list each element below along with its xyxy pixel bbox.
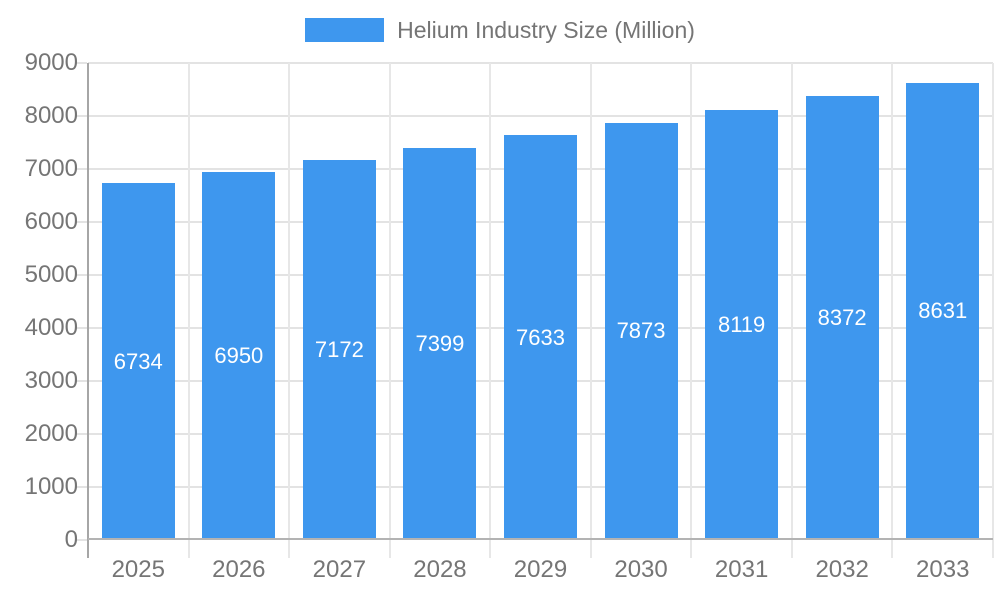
x-axis-labels: 2025 2026 2027 2028 2029 2030 2031 2032 2033 bbox=[88, 556, 993, 586]
bar-value-label: 8631 bbox=[918, 298, 968, 324]
gridline-vertical bbox=[690, 63, 693, 558]
x-tick-label: 2031 bbox=[714, 556, 769, 583]
x-tick-label: 2028 bbox=[413, 556, 467, 583]
x-axis-baseline bbox=[88, 538, 993, 540]
y-axis-tick bbox=[77, 221, 87, 223]
y-tick-label: 4000 bbox=[24, 314, 78, 341]
gridline-vertical bbox=[187, 63, 190, 558]
gridline-horizontal bbox=[88, 115, 993, 117]
y-axis-tick bbox=[77, 486, 87, 488]
bar-value-label: 8372 bbox=[817, 305, 867, 331]
x-tick-label: 2030 bbox=[614, 556, 668, 583]
plot-area: 6734 6950 7172 7399 7633 7873 8119 8372 8631 bbox=[77, 62, 994, 558]
y-axis-tick bbox=[77, 539, 87, 541]
y-tick-label: 8000 bbox=[24, 102, 78, 129]
y-tick-label: 7000 bbox=[24, 155, 78, 182]
y-axis-tick bbox=[77, 115, 87, 117]
gridline-vertical bbox=[489, 63, 492, 558]
bar-value-label: 6734 bbox=[113, 348, 163, 374]
y-axis-tick bbox=[77, 274, 87, 276]
bar-value-label: 6950 bbox=[214, 342, 264, 368]
y-axis-labels: 0 1000 2000 3000 4000 5000 6000 7000 8000 9000 bbox=[0, 49, 78, 553]
bar-2031[interactable]: 8119 bbox=[705, 109, 779, 540]
bar-2028[interactable]: 7399 bbox=[403, 147, 477, 540]
bar-value-label: 7873 bbox=[616, 318, 666, 344]
x-tick-label: 2026 bbox=[212, 556, 266, 583]
bar-value-label: 8119 bbox=[717, 311, 766, 337]
x-tick-label: 2027 bbox=[312, 556, 367, 583]
gridline-vertical bbox=[388, 63, 391, 558]
gridline-horizontal bbox=[88, 62, 993, 64]
gridline-vertical bbox=[790, 63, 793, 558]
y-tick-label: 0 bbox=[64, 526, 78, 553]
bar-2027[interactable]: 7172 bbox=[302, 159, 376, 540]
x-tick-label: 2032 bbox=[815, 556, 869, 583]
bar-value-label: 7399 bbox=[415, 330, 465, 356]
x-tick-label: 2033 bbox=[916, 556, 970, 583]
x-tick-label: 2029 bbox=[513, 556, 568, 583]
bar-2026[interactable]: 6950 bbox=[202, 171, 276, 540]
y-tick-label: 9000 bbox=[24, 49, 78, 76]
y-axis-tick bbox=[77, 327, 87, 329]
x-tick-label: 2025 bbox=[111, 556, 165, 583]
bar-2032[interactable]: 8372 bbox=[805, 96, 879, 540]
y-axis-tick bbox=[77, 62, 87, 64]
bar-2033[interactable]: 8631 bbox=[906, 82, 980, 540]
y-axis-tick bbox=[77, 380, 87, 382]
chart-legend: Helium Industry Size (Million) bbox=[0, 16, 1000, 44]
y-axis-line bbox=[87, 63, 89, 558]
bar-2030[interactable]: 7873 bbox=[604, 122, 678, 540]
y-axis-tick bbox=[77, 433, 87, 435]
bar-2025[interactable]: 6734 bbox=[101, 183, 175, 540]
bar-2029[interactable]: 7633 bbox=[504, 135, 577, 540]
y-tick-label: 6000 bbox=[24, 208, 78, 235]
y-tick-label: 2000 bbox=[24, 420, 78, 447]
y-axis-tick bbox=[77, 168, 87, 170]
bar-value-label: 7172 bbox=[314, 336, 364, 362]
bar-value-label: 7633 bbox=[516, 324, 565, 350]
gridline-vertical bbox=[992, 63, 994, 558]
gridline-vertical bbox=[891, 63, 894, 558]
y-tick-label: 5000 bbox=[24, 261, 78, 288]
gridline-vertical bbox=[589, 63, 592, 558]
legend-swatch bbox=[305, 18, 385, 42]
y-tick-label: 1000 bbox=[24, 473, 78, 500]
legend-label: Helium Industry Size (Million) bbox=[397, 16, 695, 43]
gridline-vertical bbox=[288, 63, 291, 558]
y-tick-label: 3000 bbox=[24, 367, 78, 394]
